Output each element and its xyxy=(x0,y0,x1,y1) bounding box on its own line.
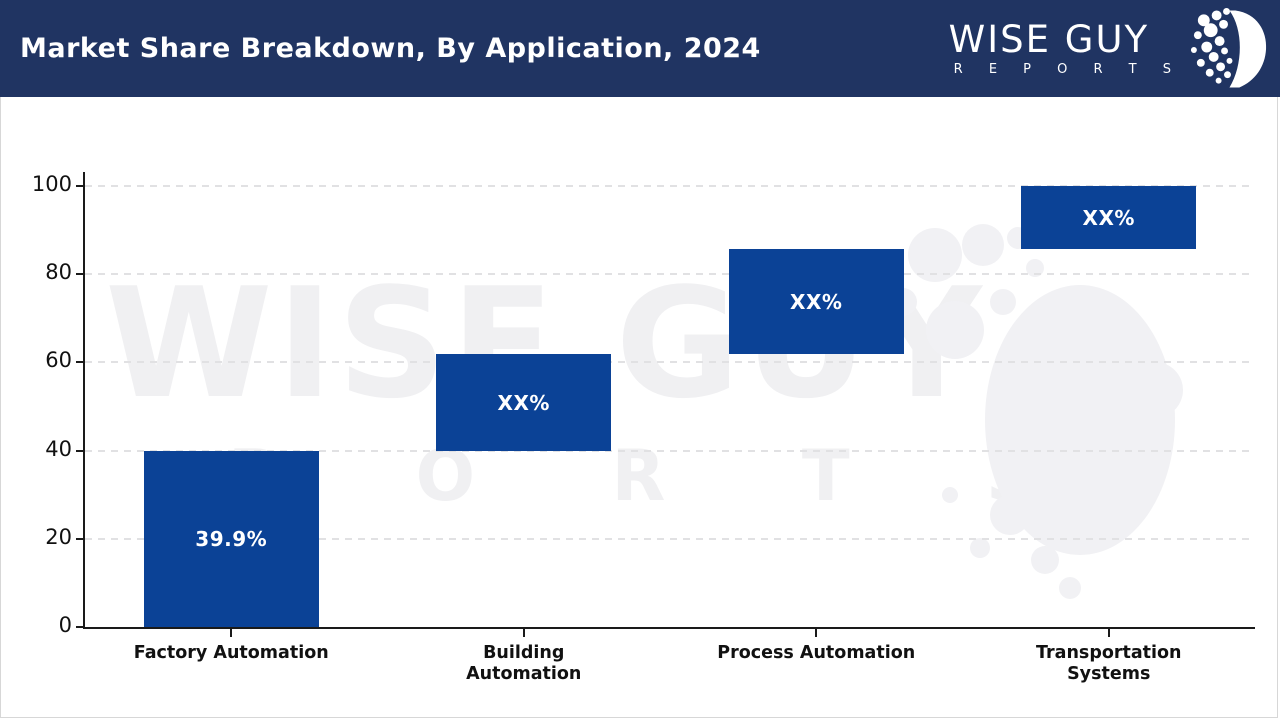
y-axis-tick xyxy=(76,537,85,540)
header-bar: Market Share Breakdown, By Application, … xyxy=(0,0,1280,97)
y-tick-label: 20 xyxy=(45,524,72,549)
watermark-head-dots-icon xyxy=(889,224,1183,599)
gridline-60 xyxy=(85,361,1255,364)
bar-value-label: XX% xyxy=(790,289,843,314)
logo-text: WISE GUY R E P O R T S xyxy=(948,17,1182,77)
bar-value-label: XX% xyxy=(1082,205,1135,230)
y-tick-label: 40 xyxy=(45,436,72,461)
x-category-label: Process Automation xyxy=(666,643,966,664)
y-tick-label: 60 xyxy=(45,348,72,373)
y-axis-tick xyxy=(76,273,85,276)
y-tick-label: 80 xyxy=(45,260,72,285)
logo-reports-label: R E P O R T S xyxy=(953,61,1182,77)
x-category-label-line: Automation xyxy=(466,664,582,684)
x-category-label: Transportation Systems xyxy=(959,643,1259,685)
x-category-label-line: Building xyxy=(483,643,565,663)
y-tick-label: 100 xyxy=(31,172,72,196)
y-tick-label: 0 xyxy=(58,613,72,637)
watermark-reports-text: P O R T S xyxy=(228,435,1093,517)
gridline-80 xyxy=(85,273,1255,276)
gridline-20 xyxy=(85,537,1255,540)
x-axis-tick xyxy=(230,629,233,637)
x-category-label: Building Automation xyxy=(374,643,674,685)
x-category-label-line: Factory Automation xyxy=(133,643,329,663)
bar-3: XX% xyxy=(728,249,904,355)
y-axis-tick xyxy=(76,185,85,187)
x-axis-tick xyxy=(815,629,818,637)
bar-4: XX% xyxy=(1021,186,1197,250)
gridline-100 xyxy=(85,185,1255,187)
bar-2: XX% xyxy=(436,354,612,452)
logo-head-dots-icon xyxy=(1190,7,1267,88)
logo-wise-guy-label: WISE GUY xyxy=(948,17,1150,61)
bar-value-label: 39.9% xyxy=(195,527,268,551)
x-category-label-line: Process Automation xyxy=(717,643,916,663)
y-axis-tick xyxy=(76,449,85,452)
y-axis xyxy=(83,172,85,629)
x-axis-tick xyxy=(522,629,525,637)
x-category-label-line: Systems xyxy=(1067,664,1151,684)
gridline-40 xyxy=(85,449,1255,452)
wise-guy-logo: WISE GUY R E P O R T S xyxy=(949,6,1280,92)
page-title: Market Share Breakdown, By Application, … xyxy=(20,33,761,64)
y-axis-tick xyxy=(76,626,85,628)
x-category-label-line: Transportation xyxy=(1035,643,1182,663)
y-axis-tick xyxy=(76,361,85,364)
x-axis xyxy=(83,627,1255,629)
x-category-label: Factory Automation xyxy=(81,643,381,664)
x-axis-tick xyxy=(1107,629,1110,637)
bar-1: 39.9% xyxy=(143,451,319,627)
bar-value-label: XX% xyxy=(497,390,550,415)
